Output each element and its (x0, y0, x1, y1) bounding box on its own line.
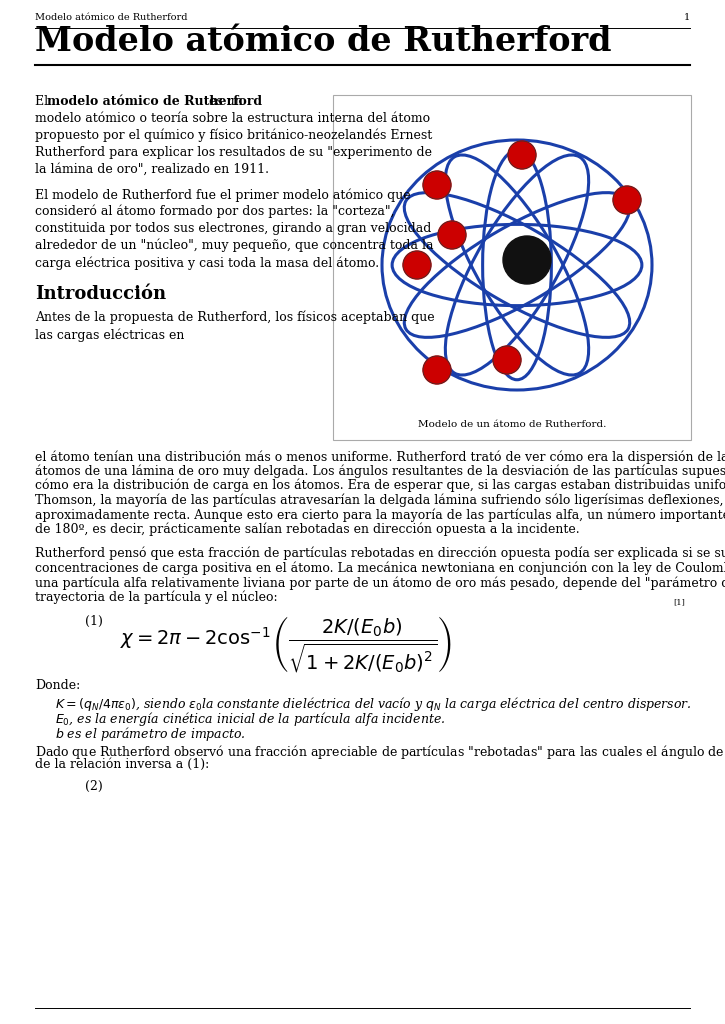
Bar (333, 95, 691, 440)
Text: aproximadamente recta. Aunque esto era cierto para la mayoría de las partículas : aproximadamente recta. Aunque esto era c… (35, 508, 725, 521)
Text: carga eléctrica positiva y casi toda la masa del átomo.: carga eléctrica positiva y casi toda la … (35, 256, 379, 269)
Circle shape (423, 171, 451, 199)
Text: modelo atómico de Rutherford: modelo atómico de Rutherford (47, 95, 262, 108)
Circle shape (403, 251, 431, 279)
Text: de 180º, es decir, prácticamente salían rebotadas en dirección opuesta a la inci: de 180º, es decir, prácticamente salían … (35, 522, 579, 536)
Text: alrededor de un "núcleo", muy pequeño, que concentra toda la: alrededor de un "núcleo", muy pequeño, q… (35, 239, 434, 253)
Text: las cargas eléctricas en: las cargas eléctricas en (35, 328, 184, 341)
Text: es un: es un (205, 95, 243, 108)
Circle shape (503, 236, 551, 284)
Text: $E_0$, es la energía cinética inicial de la partícula alfa incidente.: $E_0$, es la energía cinética inicial de… (55, 710, 446, 728)
Text: $K = (q_N/4\pi\varepsilon_0)$, siendo $\varepsilon_0$la constante dieléctrica de: $K = (q_N/4\pi\varepsilon_0)$, siendo $\… (55, 695, 692, 713)
Text: [1]: [1] (673, 598, 685, 606)
Text: átomos de una lámina de oro muy delgada. Los ángulos resultantes de la desviació: átomos de una lámina de oro muy delgada.… (35, 465, 725, 478)
Text: Modelo atómico de Rutherford: Modelo atómico de Rutherford (35, 13, 188, 22)
Text: Rutherford pensó que esta fracción de partículas rebotadas en dirección opuesta : Rutherford pensó que esta fracción de pa… (35, 547, 725, 560)
Text: Introducción: Introducción (35, 285, 166, 303)
Circle shape (423, 356, 451, 384)
Text: $b$ es el parámetro de impacto.: $b$ es el parámetro de impacto. (55, 725, 246, 743)
Text: una partícula alfa relativamente liviana por parte de un átomo de oro más pesado: una partícula alfa relativamente liviana… (35, 575, 725, 590)
Text: trayectoria de la partícula y el núcleo:: trayectoria de la partícula y el núcleo: (35, 591, 278, 604)
Text: (1): (1) (85, 615, 103, 628)
Circle shape (613, 186, 641, 214)
Text: consideró al átomo formado por dos partes: la "corteza",: consideró al átomo formado por dos parte… (35, 205, 394, 218)
Text: Thomson, la mayoría de las partículas atravesarían la delgada lámina sufriendo s: Thomson, la mayoría de las partículas at… (35, 494, 725, 507)
Text: concentraciones de carga positiva en el átomo. La mecánica newtoniana en conjunc: concentraciones de carga positiva en el … (35, 561, 725, 575)
Text: cómo era la distribución de carga en los átomos. Era de esperar que, si las carg: cómo era la distribución de carga en los… (35, 479, 725, 493)
Text: El: El (35, 95, 52, 108)
Text: Dado que Rutherford observó una fracción apreciable de partículas "rebotadas" pa: Dado que Rutherford observó una fracción… (35, 743, 725, 761)
Text: de la relación inversa a (1):: de la relación inversa a (1): (35, 758, 210, 770)
Text: modelo atómico o teoría sobre la estructura interna del átomo: modelo atómico o teoría sobre la estruct… (35, 112, 430, 125)
Text: Modelo de un átomo de Rutherford.: Modelo de un átomo de Rutherford. (418, 420, 606, 429)
Text: constituida por todos sus electrones, girando a gran velocidad: constituida por todos sus electrones, gi… (35, 222, 431, 234)
Text: 1: 1 (684, 13, 690, 22)
Circle shape (508, 141, 536, 169)
Text: Donde:: Donde: (35, 679, 80, 692)
Text: $\chi = 2\pi - 2\cos^{-1}\left(\dfrac{2K/(E_0b)}{\sqrt{1 + 2K/(E_0b)^2}}\right)$: $\chi = 2\pi - 2\cos^{-1}\left(\dfrac{2K… (120, 614, 452, 676)
Text: propuesto por el químico y físico británico-neozelandés Ernest: propuesto por el químico y físico britán… (35, 129, 432, 142)
Text: el átomo tenían una distribución más o menos uniforme. Rutherford trató de ver c: el átomo tenían una distribución más o m… (35, 450, 725, 464)
Text: la lámina de oro", realizado en 1911.: la lámina de oro", realizado en 1911. (35, 163, 269, 176)
Text: El modelo de Rutherford fue el primer modelo atómico que: El modelo de Rutherford fue el primer mo… (35, 188, 410, 202)
Text: Modelo atómico de Rutherford: Modelo atómico de Rutherford (35, 25, 611, 58)
Text: Antes de la propuesta de Rutherford, los físicos aceptaban que: Antes de la propuesta de Rutherford, los… (35, 311, 434, 325)
Text: Rutherford para explicar los resultados de su "experimento de: Rutherford para explicar los resultados … (35, 146, 432, 159)
Text: (2): (2) (85, 780, 103, 793)
Circle shape (493, 346, 521, 374)
Circle shape (438, 221, 466, 249)
